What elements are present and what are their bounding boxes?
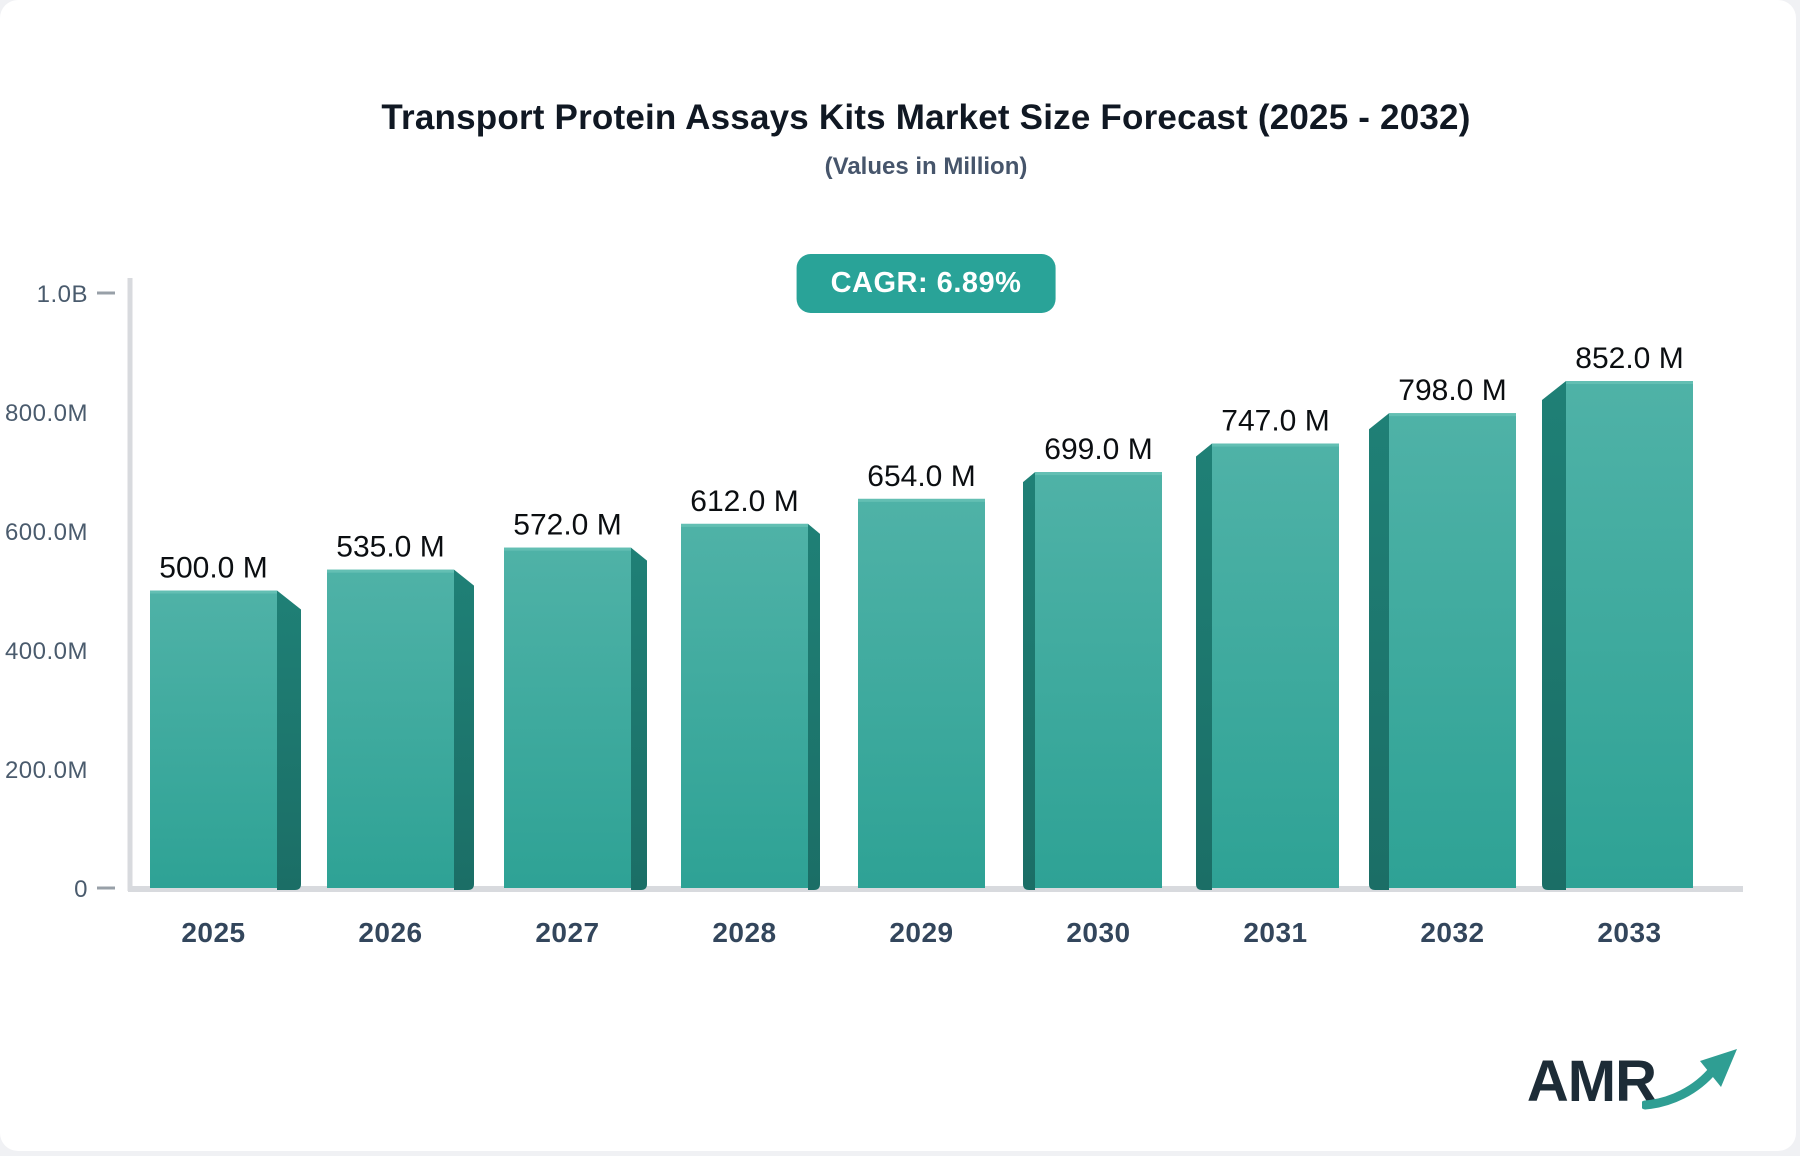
cagr-badge: CAGR: 6.89% <box>796 254 1056 313</box>
bar-top-highlight <box>1212 443 1339 447</box>
bar <box>150 590 277 888</box>
bar-value-label: 572.0 M <box>513 509 621 542</box>
bar-side-3d <box>808 523 820 890</box>
bar-value-label: 798.0 M <box>1398 374 1506 407</box>
bar-value-label: 747.0 M <box>1221 405 1329 438</box>
bar-top-highlight <box>150 590 277 594</box>
bar <box>1035 472 1162 888</box>
chart-header: Transport Protein Assays Kits Market Siz… <box>130 96 1722 313</box>
bar-side-3d <box>631 547 647 890</box>
bar-top-highlight <box>327 569 454 573</box>
bar-group-2030: 699.0 M 2030 <box>1023 433 1162 948</box>
bar-value-label: 654.0 M <box>867 460 975 493</box>
bar <box>858 498 985 888</box>
bar <box>1566 381 1693 888</box>
bar <box>504 547 631 888</box>
bar <box>1389 413 1516 888</box>
bar-value-label: 699.0 M <box>1044 433 1152 466</box>
bar-side-3d <box>454 569 474 890</box>
bar-top-highlight <box>1035 472 1162 476</box>
amr-logo-text: AMR <box>1526 1049 1657 1114</box>
bar-group-2031: 747.0 M 2031 <box>1196 405 1339 948</box>
bar-group-2027: 572.0 M 2027 <box>504 509 647 948</box>
bar-side-3d <box>1023 472 1035 890</box>
bar-top-highlight <box>1566 381 1693 385</box>
bar <box>681 523 808 888</box>
x-axis-label: 2025 <box>181 917 245 948</box>
bar <box>327 569 454 888</box>
bar-value-label: 500.0 M <box>159 552 267 585</box>
x-axis-label: 2027 <box>535 917 599 948</box>
growth-arrow-icon <box>1642 1049 1737 1110</box>
bar-value-label: 535.0 M <box>336 531 444 564</box>
chart-subtitle: (Values in Million) <box>824 153 1028 180</box>
x-axis-label: 2032 <box>1420 917 1484 948</box>
bar-side-3d <box>1369 413 1389 890</box>
bar-group-2033: 852.0 M 2033 <box>1542 342 1693 948</box>
chart-title: Transport Protein Assays Kits Market Siz… <box>381 98 1471 137</box>
bar <box>1212 443 1339 888</box>
x-axis-label: 2033 <box>1597 917 1661 948</box>
bar-side-3d <box>1196 443 1212 890</box>
bar-top-highlight <box>504 547 631 551</box>
bar-group-2026: 535.0 M 2026 <box>327 531 474 948</box>
y-tick-label: 1.0B <box>37 281 88 308</box>
bar-top-highlight <box>858 498 985 502</box>
bar-side-3d <box>277 590 301 890</box>
bar-value-label: 852.0 M <box>1575 342 1683 375</box>
x-axis-label: 2030 <box>1066 917 1130 948</box>
bar-group-2032: 798.0 M 2032 <box>1369 374 1516 948</box>
bar-group-2029: 654.0 M 2029 <box>858 460 985 948</box>
x-axis-label: 2028 <box>712 917 776 948</box>
x-axis-label: 2026 <box>358 917 422 948</box>
y-tick-label: 200.0M <box>5 757 88 784</box>
x-axis-label: 2031 <box>1243 917 1307 948</box>
y-tick-label: 800.0M <box>5 400 88 427</box>
bar-side-3d <box>1542 381 1566 890</box>
y-tick-label: 0 <box>74 876 88 903</box>
y-tick-label: 600.0M <box>5 519 88 546</box>
bar-value-label: 612.0 M <box>690 485 798 518</box>
bar-top-highlight <box>681 523 808 527</box>
amr-logo: AMR <box>1527 1047 1742 1111</box>
bar-top-highlight <box>1389 413 1516 417</box>
bar-group-2028: 612.0 M 2028 <box>681 485 820 948</box>
y-tick-label: 400.0M <box>5 638 88 665</box>
bar-group-2025: 500.0 M 2025 <box>150 552 301 948</box>
x-axis-label: 2029 <box>889 917 953 948</box>
